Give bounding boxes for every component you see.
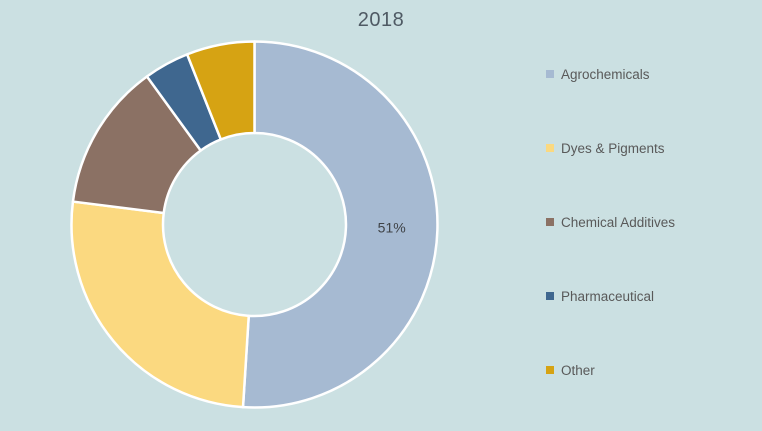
legend-label: Agrochemicals bbox=[561, 66, 650, 82]
legend-label: Chemical Additives bbox=[561, 214, 676, 230]
legend-swatch-icon bbox=[546, 366, 554, 374]
donut-slice-dyes-pigments bbox=[70, 200, 250, 409]
slice-data-label-agrochemicals: 51% bbox=[378, 220, 406, 236]
legend-label: Pharmaceutical bbox=[561, 288, 655, 304]
legend-label: Dyes & Pigments bbox=[561, 140, 665, 156]
donut-slice-other bbox=[185, 40, 256, 141]
donut-slice-agrochemicals bbox=[241, 40, 439, 409]
legend-item-agrochemicals: Agrochemicals bbox=[546, 62, 675, 86]
legend-item-pharmaceutical: Pharmaceutical bbox=[546, 284, 675, 308]
chart-title: 2018 bbox=[357, 9, 405, 31]
legend-swatch-icon bbox=[546, 70, 554, 78]
legend-swatch-icon bbox=[546, 144, 554, 152]
legend-item-dyes-pigments: Dyes & Pigments bbox=[546, 136, 675, 160]
legend-swatch-icon bbox=[546, 218, 554, 226]
legend-item-other: Other bbox=[546, 358, 675, 382]
chart-legend: Agrochemicals Dyes & Pigments Chemical Add… bbox=[546, 62, 675, 382]
legend-item-chemical-additives: Chemical Additives bbox=[546, 210, 675, 234]
legend-label: Other bbox=[561, 362, 595, 378]
legend-swatch-icon bbox=[546, 292, 554, 300]
